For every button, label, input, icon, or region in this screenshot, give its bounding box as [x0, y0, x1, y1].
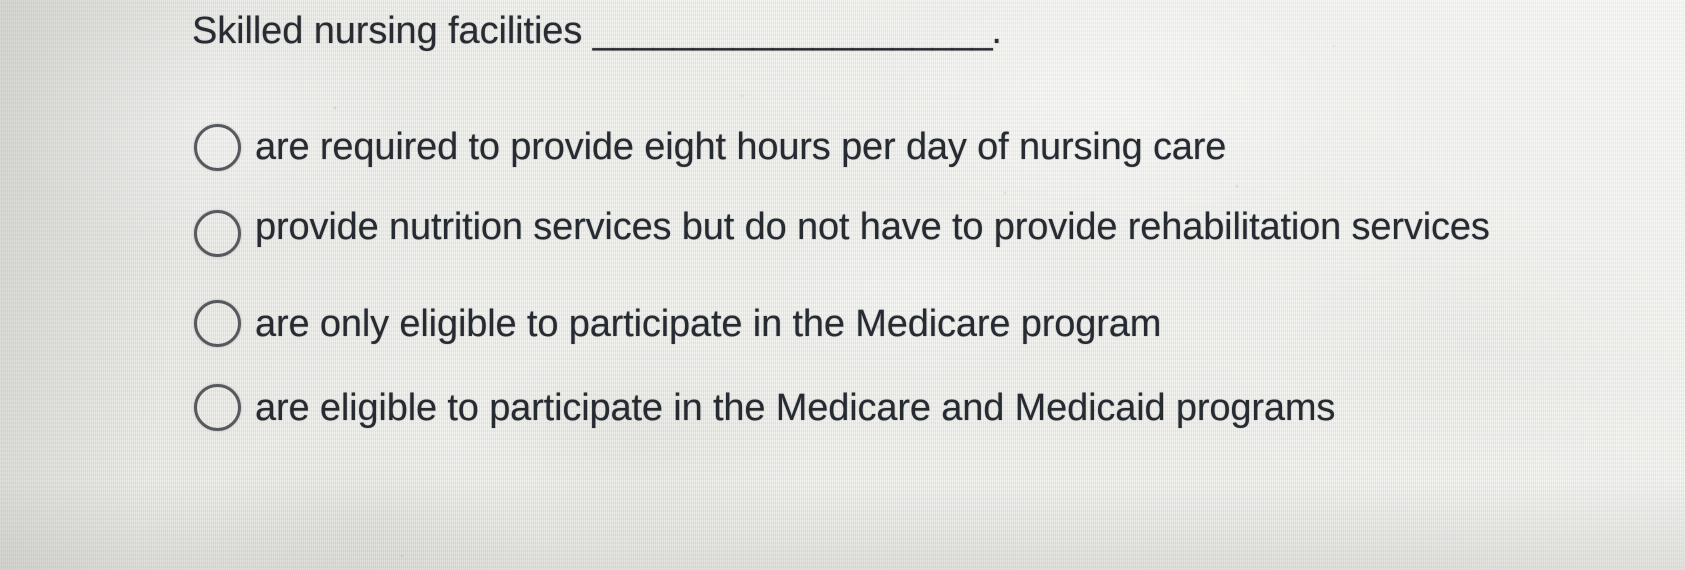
answer-option-b-label: provide nutrition services but do not ha…: [255, 206, 1490, 248]
question-blank: ____________________: [592, 10, 993, 52]
question-stem-text: Skilled nursing facilities: [192, 10, 583, 52]
radio-unselected-icon[interactable]: [194, 124, 241, 171]
answer-option-a-label: are required to provide eight hours per …: [255, 126, 1227, 168]
radio-unselected-icon[interactable]: [194, 300, 241, 347]
answer-option-d[interactable]: are eligible to participate in the Medic…: [194, 379, 1534, 437]
answer-option-c[interactable]: are only eligible to participate in the …: [194, 295, 1534, 353]
radio-unselected-icon[interactable]: [194, 384, 241, 431]
radio-unselected-icon[interactable]: [194, 210, 241, 257]
answer-options-list: are required to provide eight hours per …: [194, 118, 1534, 437]
answer-option-d-label: are eligible to participate in the Medic…: [255, 387, 1336, 429]
question-terminator: .: [991, 10, 1002, 52]
answer-option-b[interactable]: provide nutrition services but do not ha…: [194, 198, 1534, 257]
answer-option-a[interactable]: are required to provide eight hours per …: [194, 118, 1534, 176]
answer-option-c-label: are only eligible to participate in the …: [255, 303, 1162, 345]
question-stem: Skilled nursing facilities _____________…: [192, 8, 1002, 54]
